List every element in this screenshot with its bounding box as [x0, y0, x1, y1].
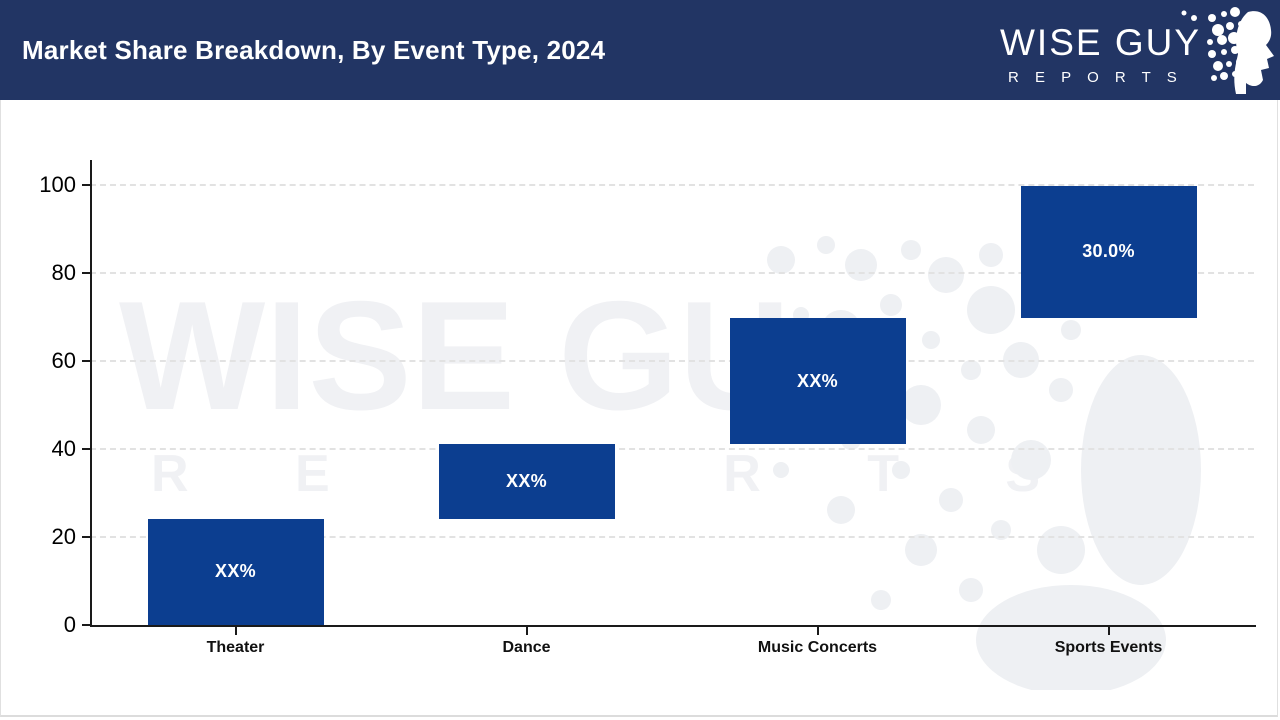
x-axis-tick	[525, 627, 528, 635]
x-axis-category-label: Theater	[206, 639, 265, 656]
bar-value-label: XX%	[797, 370, 838, 391]
gridline	[90, 360, 1254, 362]
wise-guy-logo: WISE GUY R E P O R T S	[1000, 7, 1274, 94]
y-axis-tick-label: 80	[51, 260, 76, 285]
y-axis-tick	[82, 448, 90, 450]
page-title: Market Share Breakdown, By Event Type, 2…	[22, 34, 606, 65]
logo-wordmark: WISE GUY	[1000, 22, 1201, 63]
x-axis-category-label: Music Concerts	[757, 639, 878, 656]
bar-music-concerts: XX%	[729, 317, 906, 445]
y-axis-tick	[82, 272, 90, 274]
y-axis-tick	[82, 184, 90, 186]
chart-canvas: WISE GU R E P O R T S 0 20 40 60 80 100 XX% The…	[0, 100, 1278, 717]
gridline	[90, 184, 1254, 186]
logo-subtext: R E P O R T S	[1008, 69, 1183, 86]
x-axis-tick	[1107, 627, 1110, 635]
gridline	[90, 272, 1254, 274]
x-axis-tick	[816, 627, 819, 635]
y-axis-tick-label: 20	[51, 524, 76, 549]
bar-theater: XX%	[147, 518, 324, 625]
bar-sports-events: 30.0%	[1020, 185, 1197, 318]
y-axis-tick	[82, 624, 90, 626]
gridline	[90, 448, 1254, 450]
logo-dots-head-icon	[1181, 7, 1274, 94]
x-axis-category-label: Dance	[502, 639, 551, 656]
x-axis-line	[90, 625, 1256, 627]
y-axis-line	[90, 160, 92, 625]
y-axis-tick-label: 40	[51, 436, 76, 461]
waterfall-chart: 0 20 40 60 80 100 XX% Theater XX% Dance XX% Music C…	[1, 100, 1277, 715]
bar-dance: XX%	[438, 444, 615, 519]
y-axis-tick-label: 0	[63, 612, 76, 637]
y-axis-tick	[82, 360, 90, 362]
gridline	[90, 536, 1254, 538]
y-axis-tick-label: 60	[51, 348, 76, 373]
y-axis-tick-label: 100	[39, 172, 76, 197]
header-bar: Market Share Breakdown, By Event Type, 2…	[0, 0, 1280, 100]
bar-value-label: XX%	[215, 561, 256, 582]
x-axis-tick	[234, 627, 237, 635]
bar-value-label: 30.0%	[1082, 241, 1135, 262]
y-axis-tick	[82, 536, 90, 538]
bar-value-label: XX%	[506, 471, 547, 492]
x-axis-category-label: Sports Events	[1054, 639, 1163, 656]
